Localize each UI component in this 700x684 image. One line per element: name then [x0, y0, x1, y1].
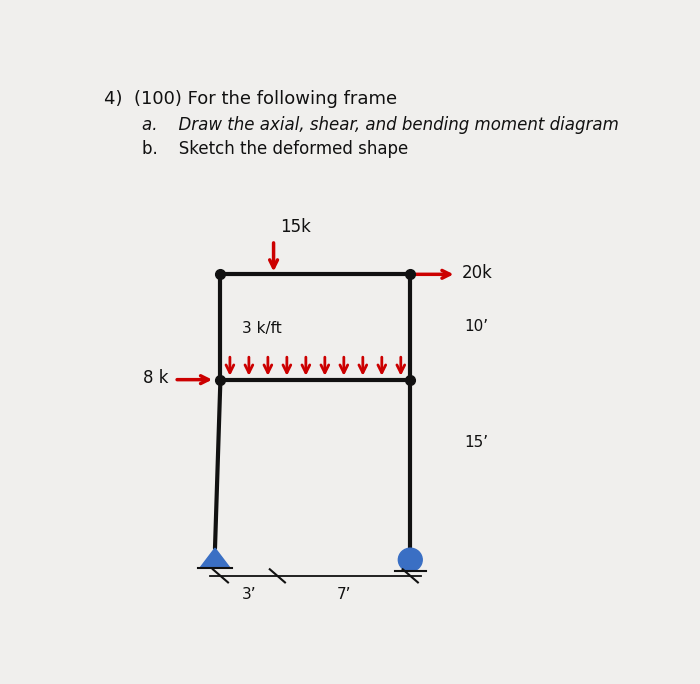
Text: 8 k: 8 k [144, 369, 169, 387]
Text: 15k: 15k [280, 218, 311, 236]
Text: 10’: 10’ [465, 319, 489, 334]
Polygon shape [199, 548, 230, 568]
Text: 4)  (100) For the following frame: 4) (100) For the following frame [104, 90, 397, 108]
Text: 15’: 15’ [465, 435, 489, 450]
Text: a.    Draw the axial, shear, and bending moment diagram: a. Draw the axial, shear, and bending mo… [141, 116, 619, 134]
Text: 3’: 3’ [241, 588, 256, 603]
Text: 7’: 7’ [337, 588, 351, 603]
Circle shape [398, 548, 422, 571]
Text: 3 k/ft: 3 k/ft [242, 321, 282, 336]
Text: 20k: 20k [462, 264, 493, 282]
Text: b.    Sketch the deformed shape: b. Sketch the deformed shape [141, 140, 408, 158]
